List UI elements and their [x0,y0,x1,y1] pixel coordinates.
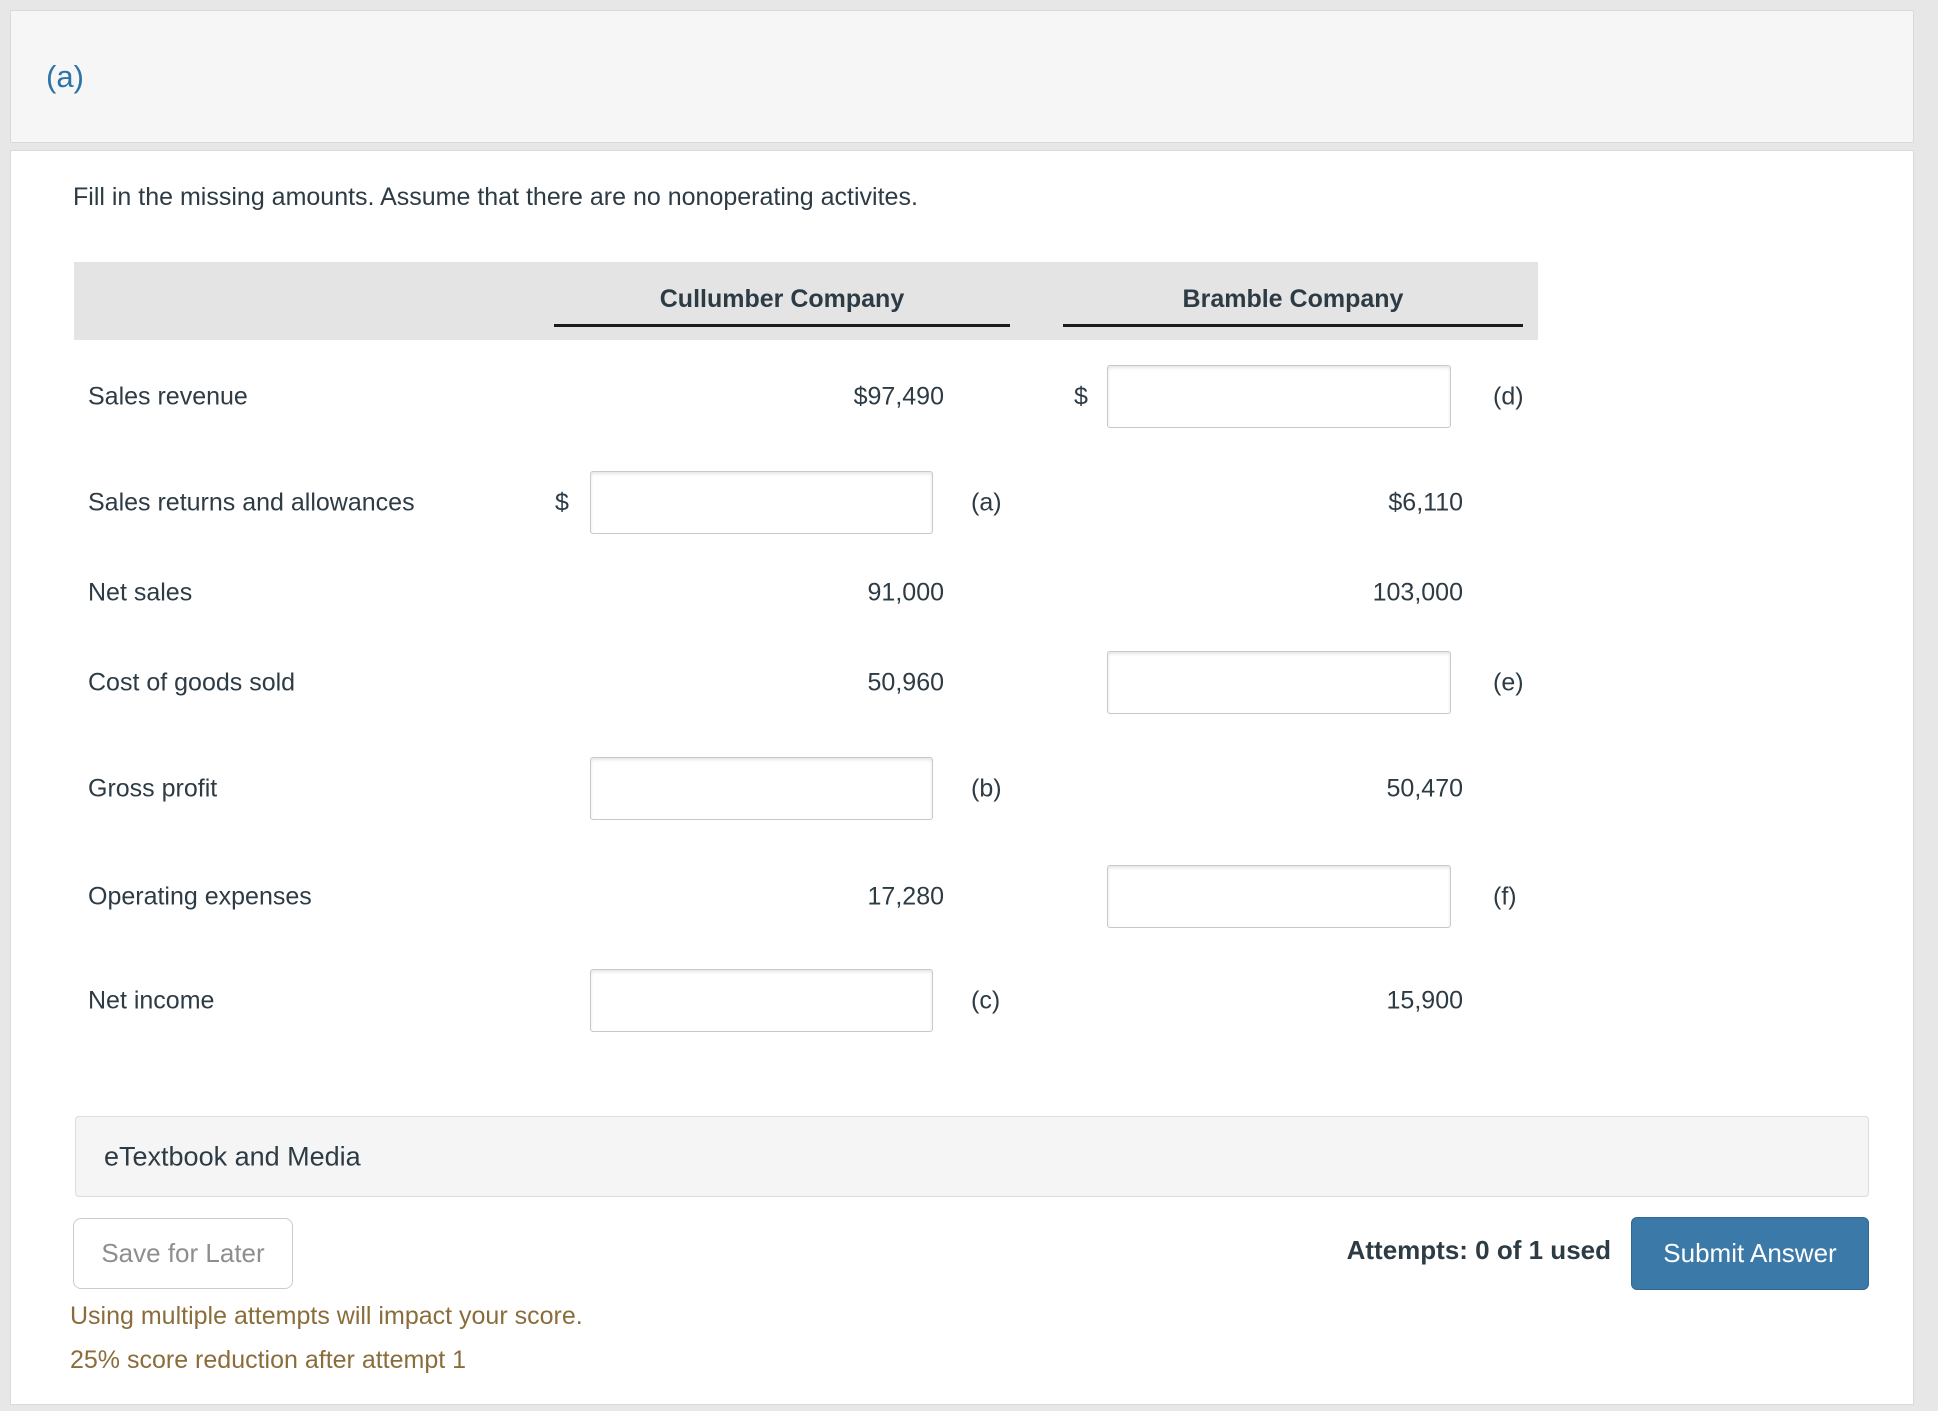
dollar-sign: $ [555,488,569,516]
table-row: Net income (c) 15,900 [11,969,1913,1032]
table-row: Sales revenue $97,490 $ (d) [11,365,1913,428]
letter-tag: (c) [971,986,1001,1014]
amount-input-f[interactable] [1107,865,1451,928]
letter-tag: (f) [1493,882,1517,910]
attempts-warning-line2: 25% score reduction after attempt 1 [70,1346,467,1374]
attempts-warning: Using multiple attempts will impact your… [70,1294,583,1382]
table-row: Cost of goods sold 50,960 (e) [11,651,1913,714]
row-label: Net income [88,986,215,1014]
amount-input-c[interactable] [590,969,933,1032]
letter-tag: (b) [971,774,1002,802]
question-part-header: (a) [10,10,1914,143]
letter-tag: (d) [1493,382,1524,410]
column-header-cullumber: Cullumber Company [554,274,1010,327]
amount-input-b[interactable] [590,757,933,820]
income-statement-table: Sales revenue $97,490 $ (d) Sales returns an… [11,151,1913,1404]
cullumber-value: 50,960 [867,668,944,696]
cullumber-value: 17,280 [867,882,944,910]
row-label: Operating expenses [88,882,312,910]
letter-tag: (a) [971,488,1002,516]
table-row: Gross profit (b) 50,470 [11,757,1913,820]
table-row: Sales returns and allowances $ (a) $6,110 [11,471,1913,534]
bramble-value: 15,900 [1386,986,1463,1014]
instructions-text: Fill in the missing amounts. Assume that… [73,183,918,211]
dollar-sign: $ [1074,382,1088,410]
row-label: Cost of goods sold [88,668,296,696]
amount-input-e[interactable] [1107,651,1451,714]
cullumber-value: $97,490 [853,382,944,410]
amount-input-d[interactable] [1107,365,1451,428]
attempts-counter: Attempts: 0 of 1 used [1346,1235,1611,1265]
bramble-value: $6,110 [1388,488,1463,516]
save-for-later-button[interactable]: Save for Later [73,1218,293,1289]
row-label: Gross profit [88,774,218,802]
amount-input-a[interactable] [590,471,933,534]
row-label: Sales returns and allowances [88,488,415,516]
row-label: Net sales [88,578,193,606]
etextbook-and-media-bar[interactable]: eTextbook and Media [75,1116,1869,1197]
row-label: Sales revenue [88,382,248,410]
table-header-band: Cullumber Company Bramble Company [74,262,1538,340]
letter-tag: (e) [1493,668,1524,696]
cullumber-value: 91,000 [867,578,944,606]
question-panel: Fill in the missing amounts. Assume that… [10,150,1914,1405]
table-row: Net sales 91,000 103,000 [11,561,1913,624]
submit-answer-button[interactable]: Submit Answer [1631,1217,1869,1290]
column-header-bramble: Bramble Company [1063,274,1523,327]
bramble-value: 103,000 [1372,578,1463,606]
section-label: (a) [46,58,84,94]
bramble-value: 50,470 [1386,774,1463,802]
etextbook-label: eTextbook and Media [104,1141,361,1171]
table-row: Operating expenses 17,280 (f) [11,865,1913,928]
attempts-warning-line1: Using multiple attempts will impact your… [70,1302,583,1330]
